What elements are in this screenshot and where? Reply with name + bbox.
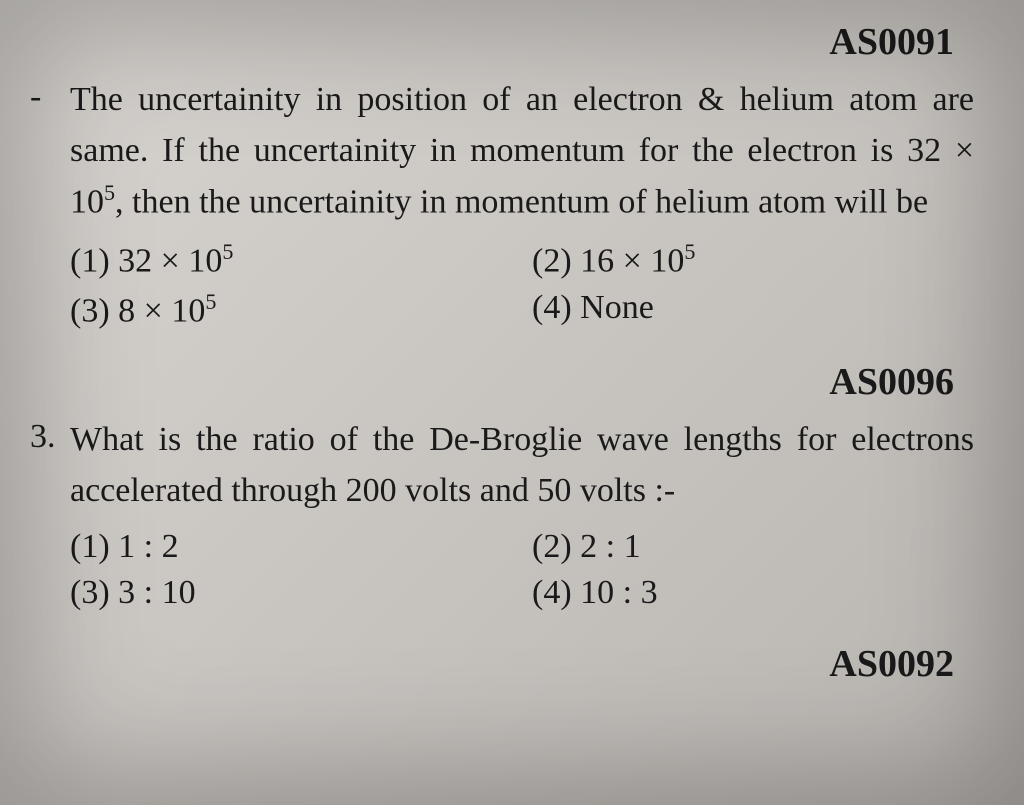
q1-text-b: , then the uncertainity in momentum of h…: [115, 183, 928, 220]
q1-option-2: (2) 16 × 105: [532, 239, 994, 280]
question-2-text: What is the ratio of the De-Broglie wave…: [70, 414, 994, 516]
q2-option-4: (4) 10 : 3: [532, 574, 994, 612]
q1-o3-exp: 5: [205, 289, 216, 314]
question-2-body: 3. What is the ratio of the De-Broglie w…: [30, 414, 994, 516]
q1-option-3: (3) 8 × 105: [70, 289, 532, 330]
question-2-bullet: 3.: [30, 414, 70, 456]
q1-o1-exp: 5: [222, 239, 233, 264]
q1-o3-text: (3) 8 × 10: [70, 292, 205, 329]
question-1: - The uncertainity in position of an ele…: [30, 74, 994, 330]
q1-exp1: 5: [104, 180, 115, 205]
q1-o2-text: (2) 16 × 10: [532, 243, 684, 280]
question-1-bullet: -: [30, 74, 70, 116]
page: AS0091 - The uncertainity in position of…: [30, 20, 994, 785]
question-1-body: - The uncertainity in position of an ele…: [30, 74, 994, 227]
question-1-options: (1) 32 × 105 (2) 16 × 105 (3) 8 × 105 (4…: [70, 239, 994, 330]
question-2: 3. What is the ratio of the De-Broglie w…: [30, 414, 994, 612]
question-2-options: (1) 1 : 2 (2) 2 : 1 (3) 3 : 10 (4) 10 : …: [70, 528, 994, 612]
q2-option-2: (2) 2 : 1: [532, 528, 994, 566]
q1-o1-text: (1) 32 × 10: [70, 243, 222, 280]
question-code-2: AS0096: [30, 360, 994, 404]
q2-option-3: (3) 3 : 10: [70, 574, 532, 612]
q2-option-1: (1) 1 : 2: [70, 528, 532, 566]
q1-option-1: (1) 32 × 105: [70, 239, 532, 280]
q1-o2-exp: 5: [684, 239, 695, 264]
footer-code: AS0092: [30, 642, 994, 686]
question-code-1: AS0091: [30, 20, 994, 64]
question-1-text: The uncertainity in position of an elect…: [70, 74, 994, 227]
q1-option-4: (4) None: [532, 289, 994, 330]
